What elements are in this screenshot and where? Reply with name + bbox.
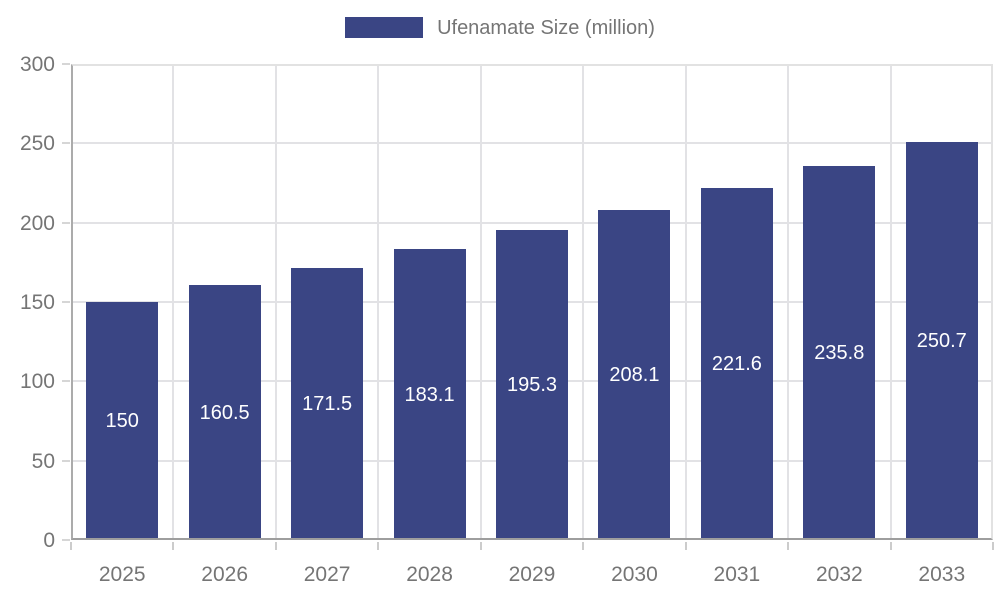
legend-swatch: [345, 17, 424, 38]
legend-label: Ufenamate Size (million): [437, 16, 655, 39]
y-tick-label: 50: [31, 449, 55, 473]
x-axis-tick: [274, 542, 277, 550]
x-tick-label: 2026: [201, 563, 249, 586]
x-axis-tick: [684, 542, 687, 550]
x-axis-tick: [889, 542, 892, 550]
x-grid-line: [787, 66, 790, 538]
x-tick-label: 2028: [406, 563, 453, 586]
y-tick-label: 250: [19, 132, 55, 156]
x-axis-tick: [377, 542, 380, 550]
x-tick-label: 2025: [98, 563, 146, 586]
bar: [86, 302, 159, 538]
y-axis-tick: [62, 142, 70, 145]
bar-value-label: 208.1: [609, 363, 660, 386]
x-grid-line: [684, 66, 687, 538]
x-axis-tick: [70, 542, 72, 550]
bar-value-label: 221.6: [711, 353, 762, 376]
y-axis-tick: [62, 539, 70, 541]
x-tick-label: 2031: [713, 563, 761, 586]
y-axis-tick: [62, 301, 70, 303]
x-axis-tick: [479, 542, 482, 550]
y-tick-label: 100: [19, 370, 55, 394]
bar: [700, 188, 773, 538]
y-axis-tick: [62, 380, 70, 383]
x-tick-label: 2027: [303, 563, 351, 586]
x-grid-line: [377, 66, 380, 538]
y-grid-line: [73, 142, 993, 145]
y-tick-label: 200: [19, 211, 55, 235]
bar: [803, 165, 876, 538]
x-tick-label: 2029: [508, 563, 556, 586]
bar: [905, 142, 978, 538]
y-axis-tick: [62, 221, 70, 224]
bar-value-label: 250.7: [916, 330, 967, 353]
x-grid-line: [479, 66, 482, 538]
legend[interactable]: Ufenamate Size (million): [0, 17, 1000, 38]
bar: [393, 249, 466, 538]
y-grid-line: [73, 221, 993, 224]
x-axis-tick: [992, 542, 994, 550]
bar-value-label: 235.8: [814, 341, 865, 364]
x-tick-label: 2033: [918, 563, 966, 586]
bar-value-label: 160.5: [199, 401, 250, 424]
bar-value-label: 183.1: [404, 383, 455, 406]
bar-value-label: 150: [105, 410, 139, 432]
bar-value-label: 171.5: [302, 392, 353, 415]
bar: [291, 267, 364, 538]
x-axis-tick: [582, 542, 585, 550]
y-axis-tick: [62, 459, 70, 462]
bar: [598, 209, 671, 538]
x-grid-line: [172, 66, 175, 538]
x-axis-tick: [172, 542, 175, 550]
y-tick-label: 300: [19, 53, 55, 76]
y-tick-label: 150: [19, 291, 55, 314]
x-tick-label: 2030: [611, 563, 658, 586]
x-axis-tick: [787, 542, 790, 550]
x-grid-line: [274, 66, 277, 538]
x-grid-line: [582, 66, 585, 538]
x-grid-line: [889, 66, 892, 538]
bar: [188, 285, 261, 538]
y-axis-tick: [62, 63, 70, 65]
x-tick-label: 2032: [815, 563, 863, 586]
bar-value-label: 195.3: [506, 374, 558, 397]
y-tick-label: 0: [43, 529, 55, 552]
bar: [496, 230, 568, 538]
